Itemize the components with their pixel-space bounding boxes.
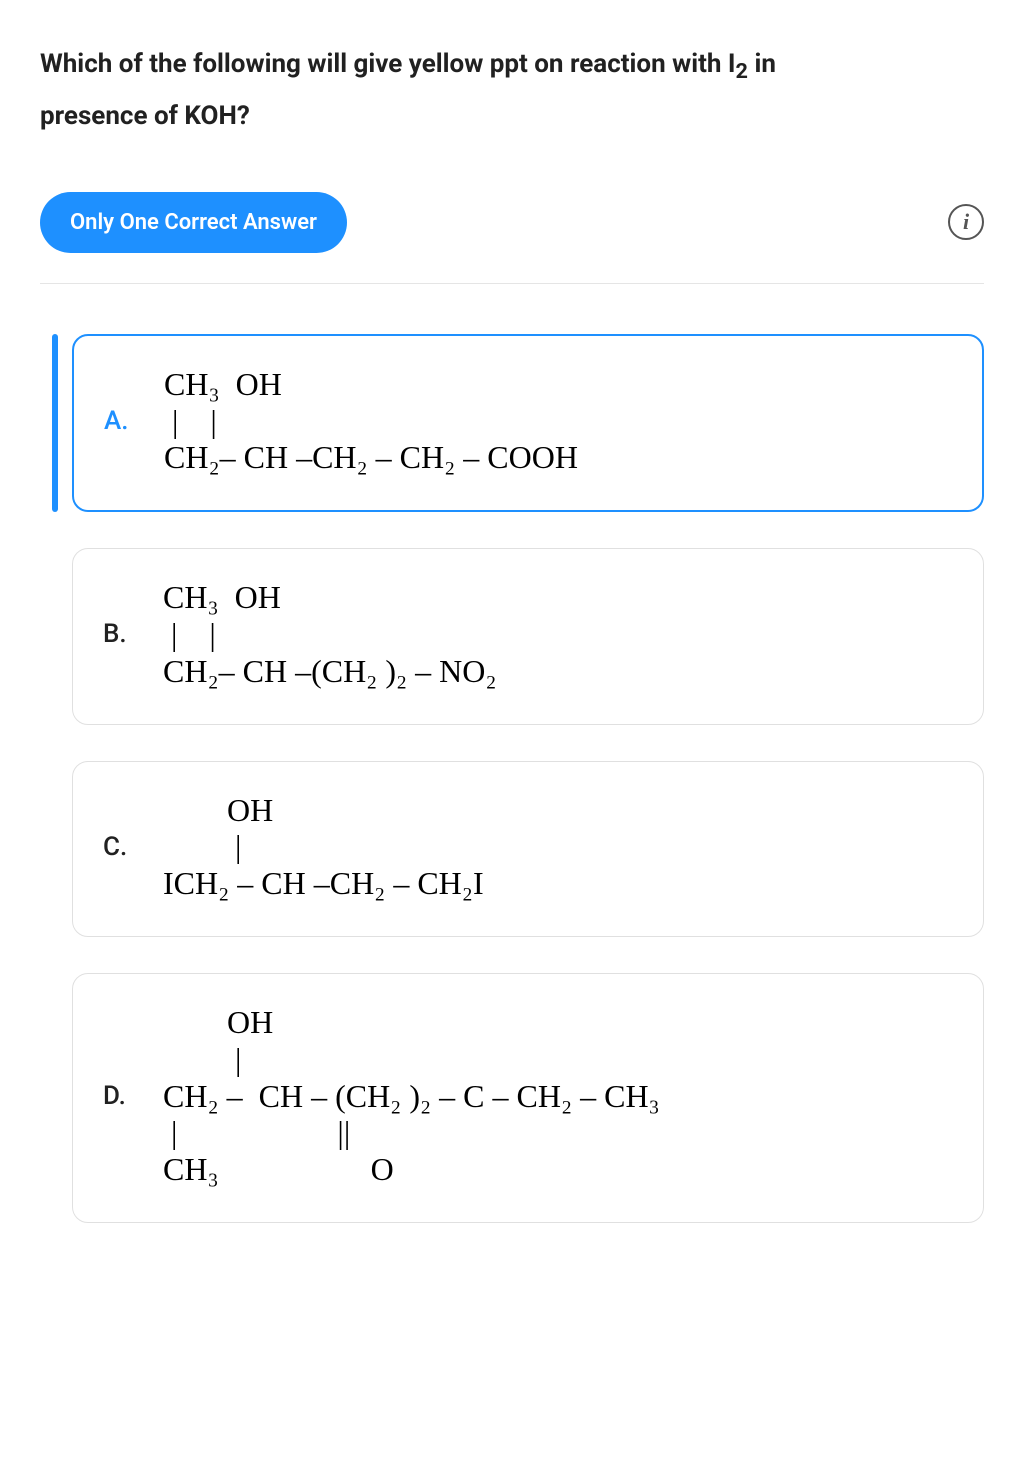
formula-b: CH₃ OH | | CH₂– CH –(CH₂ )₂ – NO₂ bbox=[163, 579, 497, 689]
question-subscript: 2 bbox=[736, 59, 748, 84]
option-b[interactable]: B. CH₃ OH | | CH₂– CH –(CH₂ )₂ – NO₂ bbox=[72, 548, 984, 724]
option-letter-b: B. bbox=[103, 619, 163, 649]
formula-c: OH | ICH₂ – CH –CH₂ – CH₂I bbox=[163, 792, 484, 902]
formula-a: CH₃ OH | | CH₂– CH –CH₂ – CH₂ – COOH bbox=[164, 366, 578, 476]
selected-accent-bar bbox=[52, 334, 58, 512]
option-letter-a: A. bbox=[104, 406, 164, 436]
options-list: A. CH₃ OH | | CH₂– CH –CH₂ – CH₂ – COOH … bbox=[40, 334, 984, 1223]
option-letter-c: C. bbox=[103, 832, 163, 862]
answer-type-pill: Only One Correct Answer bbox=[40, 192, 347, 253]
option-row-b: B. CH₃ OH | | CH₂– CH –(CH₂ )₂ – NO₂ bbox=[52, 548, 984, 724]
option-letter-d: D. bbox=[103, 1081, 163, 1111]
formula-d: OH | CH₂ – CH – (CH₂ )₂ – C – CH₂ – CH₃ … bbox=[163, 1004, 660, 1188]
question-line1: Which of the following will give yellow … bbox=[40, 49, 736, 79]
question-line2: presence of KOH? bbox=[40, 101, 250, 131]
info-icon[interactable]: i bbox=[948, 204, 984, 240]
option-row-d: D. OH | CH₂ – CH – (CH₂ )₂ – C – CH₂ – C… bbox=[52, 973, 984, 1223]
question-line1-tail: in bbox=[748, 49, 776, 79]
option-c[interactable]: C. OH | ICH₂ – CH –CH₂ – CH₂I bbox=[72, 761, 984, 937]
question-text: Which of the following will give yellow … bbox=[40, 40, 984, 142]
meta-row: Only One Correct Answer i bbox=[40, 192, 984, 253]
option-a[interactable]: A. CH₃ OH | | CH₂– CH –CH₂ – CH₂ – COOH bbox=[72, 334, 984, 512]
option-row-c: C. OH | ICH₂ – CH –CH₂ – CH₂I bbox=[52, 761, 984, 937]
option-d[interactable]: D. OH | CH₂ – CH – (CH₂ )₂ – C – CH₂ – C… bbox=[72, 973, 984, 1223]
divider bbox=[40, 283, 984, 284]
option-row-a: A. CH₃ OH | | CH₂– CH –CH₂ – CH₂ – COOH bbox=[52, 334, 984, 512]
